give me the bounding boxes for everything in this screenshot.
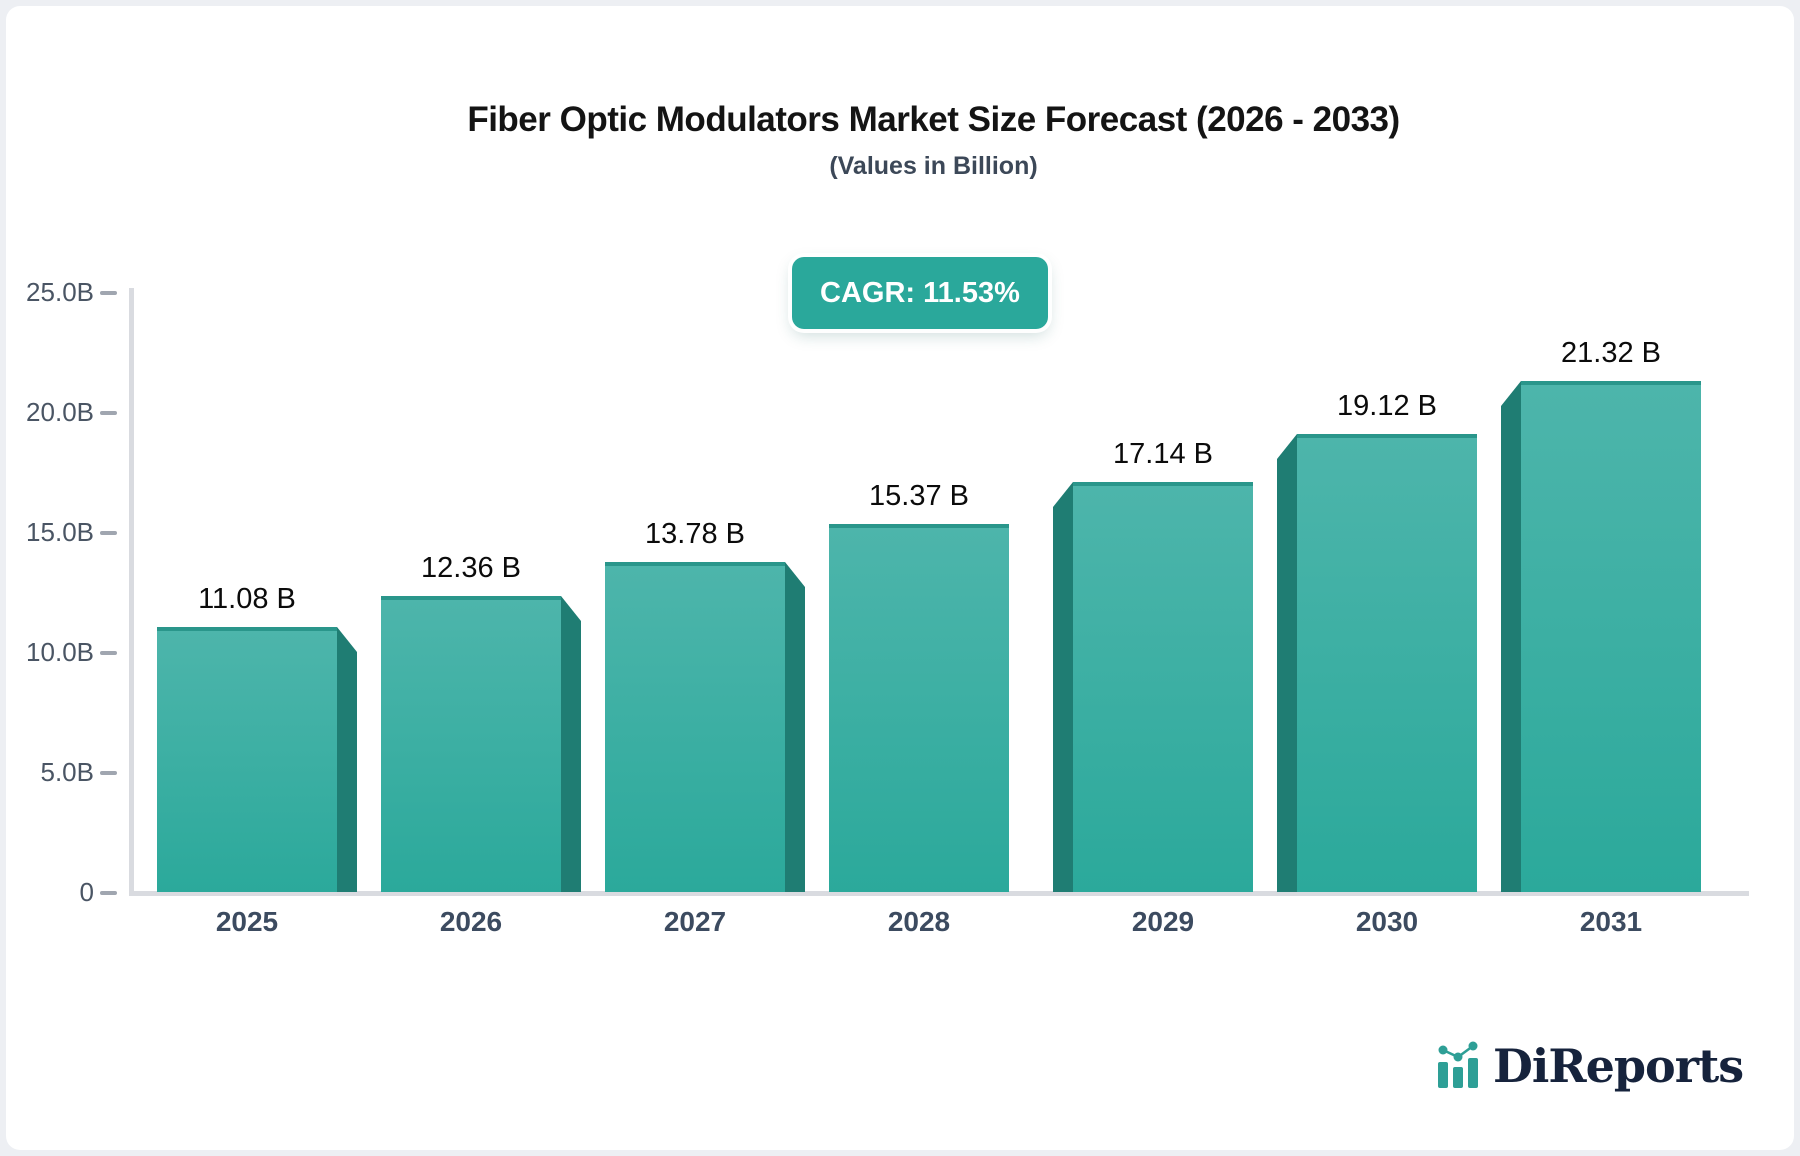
bar-value-label: 12.36 B (421, 552, 521, 584)
y-axis-tick (100, 891, 117, 895)
bar-value-label: 15.37 B (869, 480, 969, 512)
chart-card: Fiber Optic Modulators Market Size Forec… (6, 6, 1794, 1150)
x-axis-label: 2028 (887, 906, 951, 937)
x-axis-label: 2031 (1579, 906, 1643, 937)
mini-bar-line-chart-icon (1438, 1041, 1478, 1088)
bar-value-label: 11.08 B (198, 583, 296, 615)
x-axis-label: 2030 (1355, 906, 1419, 937)
logo-text: DiReports (1493, 1039, 1744, 1093)
y-axis-line (129, 288, 134, 896)
y-axis-tick (100, 291, 117, 295)
y-axis-tick (100, 651, 117, 655)
y-axis-tick-label: 20.0B (26, 397, 94, 427)
bar-side-panel (561, 596, 581, 892)
chart-subtitle: (Values in Billion) (829, 152, 1038, 180)
bar-side-panel (1277, 434, 1297, 892)
y-axis-tick (100, 411, 117, 415)
bar-value-label: 21.32 B (1561, 337, 1661, 369)
x-axis-line (129, 891, 1749, 896)
y-axis-tick-label: 25.0B (26, 277, 94, 307)
x-axis-label: 2025 (215, 906, 279, 937)
bar-side-panel (337, 627, 357, 892)
x-axis-label: 2029 (1131, 906, 1195, 937)
bar[interactable] (605, 562, 785, 892)
bar-side-panel (785, 562, 805, 892)
bar-side-panel (1501, 381, 1521, 892)
y-axis-tick-label: 10.0B (26, 637, 94, 667)
chart-title: Fiber Optic Modulators Market Size Forec… (467, 100, 1400, 139)
bar-value-label: 19.12 B (1337, 390, 1437, 422)
bar-value-label: 17.14 B (1113, 438, 1213, 470)
x-axis-label: 2026 (439, 906, 503, 937)
direports-logo: DiReports (1434, 1039, 1744, 1093)
y-axis-tick-label: 0 (79, 877, 94, 907)
y-axis-tick (100, 771, 117, 775)
cagr-badge: CAGR: 11.53% (792, 257, 1048, 329)
x-axis-label: 2027 (663, 906, 727, 937)
bar[interactable] (1073, 482, 1253, 892)
y-axis-tick (100, 531, 117, 535)
y-axis-tick-label: 15.0B (26, 517, 94, 547)
bar[interactable] (1521, 381, 1701, 892)
y-axis-tick-label: 5.0B (40, 757, 95, 787)
bar-value-label: 13.78 B (645, 518, 745, 550)
bar[interactable] (381, 596, 561, 892)
bar-side-panel (1053, 482, 1073, 892)
bar[interactable] (157, 627, 337, 892)
bar[interactable] (829, 524, 1009, 892)
bar[interactable] (1297, 434, 1477, 892)
